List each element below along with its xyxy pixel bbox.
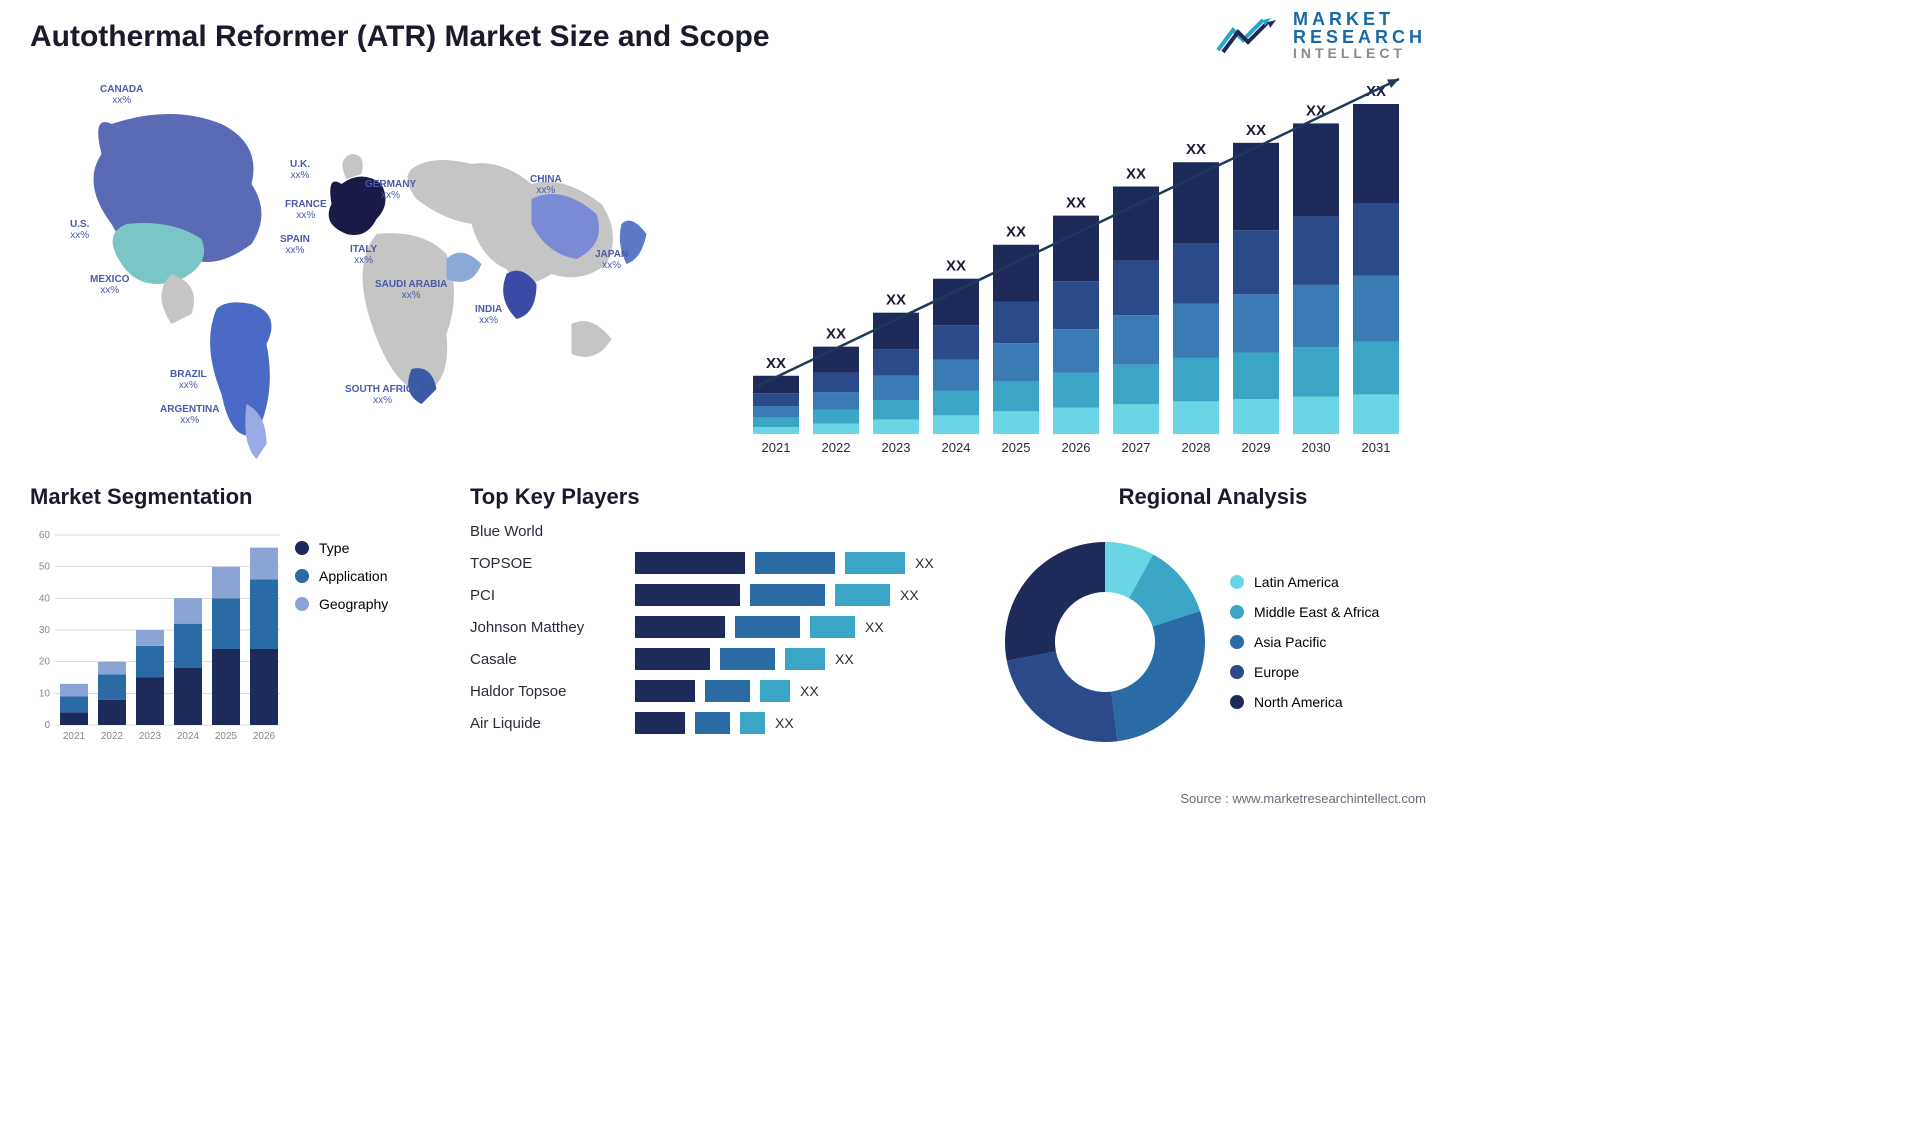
region-legend-item: Latin America — [1230, 574, 1379, 590]
region-legend-item: Asia Pacific — [1230, 634, 1379, 650]
svg-text:XX: XX — [1006, 224, 1026, 241]
player-name: PCI — [470, 584, 620, 606]
country-label: BRAZILxx% — [170, 369, 207, 391]
player-bar: XX — [635, 616, 980, 638]
country-label: GERMANYxx% — [365, 179, 416, 201]
svg-text:XX: XX — [1186, 141, 1206, 158]
svg-text:XX: XX — [946, 258, 966, 275]
player-name: Air Liquide — [470, 712, 620, 734]
player-bar: XX — [635, 584, 980, 606]
svg-text:XX: XX — [886, 292, 906, 309]
key-players-panel: Top Key Players Blue World TOPSOE PCI Johns… — [470, 484, 980, 764]
country-label: U.S.xx% — [70, 219, 89, 241]
key-player-names: Blue World TOPSOE PCI Johnson Matthey Casale… — [470, 520, 620, 734]
svg-text:2023: 2023 — [139, 731, 162, 742]
region-legend-item: Europe — [1230, 664, 1379, 680]
svg-text:2026: 2026 — [253, 731, 276, 742]
country-label: MEXICOxx% — [90, 274, 129, 296]
country-label: SPAINxx% — [280, 234, 310, 256]
svg-text:2024: 2024 — [177, 731, 200, 742]
regional-panel: Regional Analysis Latin America Middle Ea… — [1000, 484, 1426, 764]
key-players-title: Top Key Players — [470, 484, 980, 510]
player-name: Blue World — [470, 520, 620, 542]
svg-text:2028: 2028 — [1182, 440, 1211, 455]
segmentation-chart: 0 10 20 30 40 50 60 2021 2022 2023 2024 2025 2026 — [30, 520, 280, 750]
svg-text:2024: 2024 — [942, 440, 971, 455]
logo-icon — [1213, 10, 1283, 60]
legend-item: Application — [295, 568, 388, 584]
svg-text:XX: XX — [1306, 102, 1326, 119]
svg-text:20: 20 — [39, 657, 51, 668]
region-legend-item: Middle East & Africa — [1230, 604, 1379, 620]
svg-text:40: 40 — [39, 593, 51, 604]
country-label: CHINAxx% — [530, 174, 562, 196]
source-text: Source : www.marketresearchintellect.com — [1180, 791, 1426, 806]
logo-line2: RESEARCH — [1293, 28, 1426, 46]
svg-text:2027: 2027 — [1122, 440, 1151, 455]
regional-legend: Latin America Middle East & Africa Asia Pa… — [1230, 574, 1379, 710]
svg-text:2025: 2025 — [1002, 440, 1031, 455]
svg-text:2025: 2025 — [215, 731, 238, 742]
svg-text:30: 30 — [39, 625, 51, 636]
svg-text:2026: 2026 — [1062, 440, 1091, 455]
world-map-panel: CANADAxx% U.S.xx% MEXICOxx% BRAZILxx% ARGENT… — [30, 64, 713, 464]
logo-line3: INTELLECT — [1293, 46, 1426, 60]
svg-text:2031: 2031 — [1362, 440, 1391, 455]
player-name: TOPSOE — [470, 552, 620, 574]
svg-text:2021: 2021 — [63, 731, 86, 742]
logo-line1: MARKET — [1293, 10, 1426, 28]
region-legend-item: North America — [1230, 694, 1379, 710]
regional-donut — [1000, 537, 1210, 747]
svg-text:0: 0 — [44, 720, 50, 731]
key-player-bars: XX XX XX XX XX XX — [635, 520, 980, 734]
svg-text:2021: 2021 — [762, 440, 791, 455]
player-bar: XX — [635, 552, 980, 574]
country-label: INDIAxx% — [475, 304, 502, 326]
svg-text:XX: XX — [766, 355, 786, 372]
svg-text:2029: 2029 — [1242, 440, 1271, 455]
legend-item: Type — [295, 540, 388, 556]
country-label: SAUDI ARABIAxx% — [375, 279, 447, 301]
svg-text:XX: XX — [1066, 195, 1086, 212]
market-size-chart: XX 2021 XX 2022 XX 2023 XX 2024 XX 2025 XX 2026 XX 20… — [743, 64, 1426, 464]
segmentation-panel: Market Segmentation 0 10 20 30 40 50 60 2021 202… — [30, 484, 450, 764]
legend-item: Geography — [295, 596, 388, 612]
player-bar — [635, 520, 980, 542]
country-label: FRANCExx% — [285, 199, 327, 221]
player-bar: XX — [635, 648, 980, 670]
country-label: ITALYxx% — [350, 244, 377, 266]
svg-text:50: 50 — [39, 562, 51, 573]
svg-text:XX: XX — [1126, 166, 1146, 183]
player-name: Johnson Matthey — [470, 616, 620, 638]
player-bar: XX — [635, 712, 980, 734]
svg-text:XX: XX — [826, 326, 846, 343]
logo: MARKET RESEARCH INTELLECT — [1213, 10, 1426, 60]
svg-text:XX: XX — [1246, 122, 1266, 139]
segmentation-legend: Type Application Geography — [295, 520, 388, 764]
country-label: SOUTH AFRICAxx% — [345, 384, 420, 406]
country-label: ARGENTINAxx% — [160, 404, 219, 426]
regional-title: Regional Analysis — [1000, 484, 1426, 510]
svg-text:60: 60 — [39, 530, 51, 541]
country-label: JAPANxx% — [595, 249, 628, 271]
country-label: U.K.xx% — [290, 159, 310, 181]
svg-text:2022: 2022 — [822, 440, 851, 455]
player-bar: XX — [635, 680, 980, 702]
svg-text:2022: 2022 — [101, 731, 124, 742]
svg-text:10: 10 — [39, 688, 51, 699]
country-label: CANADAxx% — [100, 84, 143, 106]
player-name: Casale — [470, 648, 620, 670]
svg-text:2023: 2023 — [882, 440, 911, 455]
svg-text:2030: 2030 — [1302, 440, 1331, 455]
player-name: Haldor Topsoe — [470, 680, 620, 702]
segmentation-title: Market Segmentation — [30, 484, 450, 510]
